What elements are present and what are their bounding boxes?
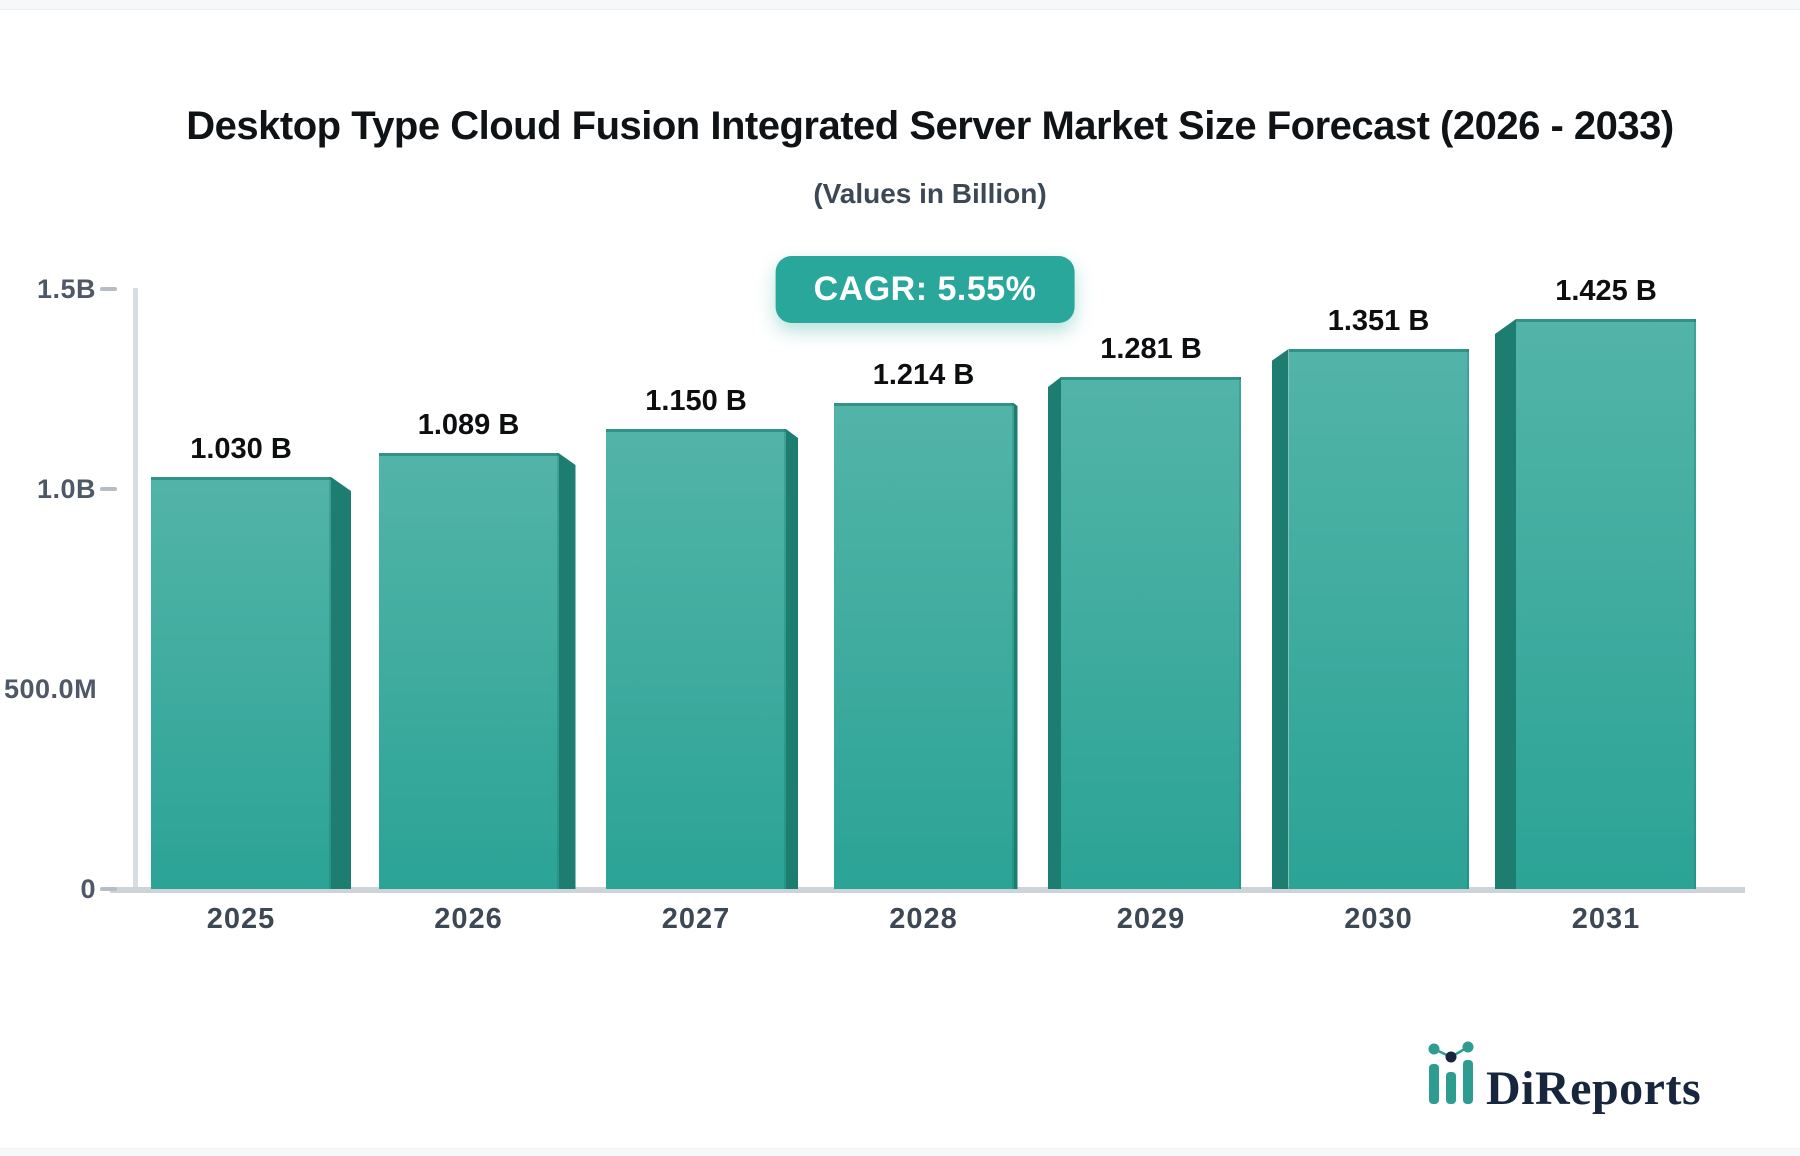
bar-value-label: 1.425 B [1555, 275, 1657, 307]
bar-value-label: 1.030 B [190, 433, 292, 465]
direports-logo: DiReports [1428, 1038, 1701, 1113]
cagr-badge: CAGR: 5.55% [775, 256, 1075, 323]
bar [606, 429, 786, 889]
top-strip [0, 0, 1800, 10]
bar [1288, 349, 1469, 889]
y-axis-tick-label: 0 [80, 874, 96, 904]
x-axis-category-label: 2029 [1116, 903, 1186, 935]
x-axis-category-label: 2030 [1344, 903, 1413, 935]
bar-value-label: 1.214 B [872, 359, 975, 391]
bar-side-face [1495, 319, 1516, 889]
y-axis-tick-mark [100, 287, 117, 291]
y-axis-tick-mark [100, 887, 117, 891]
y-axis-tick-label: 1.5B [36, 274, 96, 304]
chart-subtitle: (Values in Billion) [813, 178, 1047, 209]
bar [378, 453, 559, 889]
direports-logo-text: DiReports [1486, 1062, 1702, 1115]
direports-logo-icon [1428, 1041, 1474, 1104]
x-axis-category-label: 2027 [661, 903, 731, 935]
bar-value-label: 1.351 B [1327, 305, 1430, 337]
bar-side-face [786, 429, 798, 889]
y-axis-line [133, 288, 138, 893]
chart-title: Desktop Type Cloud Fusion Integrated Ser… [186, 104, 1674, 148]
x-axis-category-label: 2026 [434, 903, 503, 935]
bar-side-face [1048, 377, 1061, 889]
y-axis-tick-mark [100, 487, 117, 491]
bar-value-label: 1.281 B [1100, 333, 1202, 365]
y-axis-tick-label: 1.0B [36, 474, 96, 504]
bar-side-face [1271, 349, 1289, 889]
bar [151, 477, 331, 889]
x-axis-category-label: 2025 [206, 903, 276, 935]
bar [1516, 319, 1696, 889]
bar-value-label: 1.089 B [417, 409, 520, 441]
x-axis-category-label: 2031 [1571, 903, 1641, 935]
bar-side-face [331, 477, 351, 889]
bar [833, 403, 1014, 889]
bar-side-face [558, 453, 576, 889]
x-axis-category-label: 2028 [889, 903, 958, 935]
cagr-badge-label: CAGR: 5.55% [813, 270, 1037, 308]
bottom-strip [0, 1148, 1800, 1156]
y-axis-tick-label: 500.0M [4, 674, 98, 704]
bar [1061, 377, 1241, 889]
bar-value-label: 1.150 B [645, 385, 747, 417]
x-axis-line [110, 887, 1745, 893]
bar-side-face [1013, 403, 1018, 889]
